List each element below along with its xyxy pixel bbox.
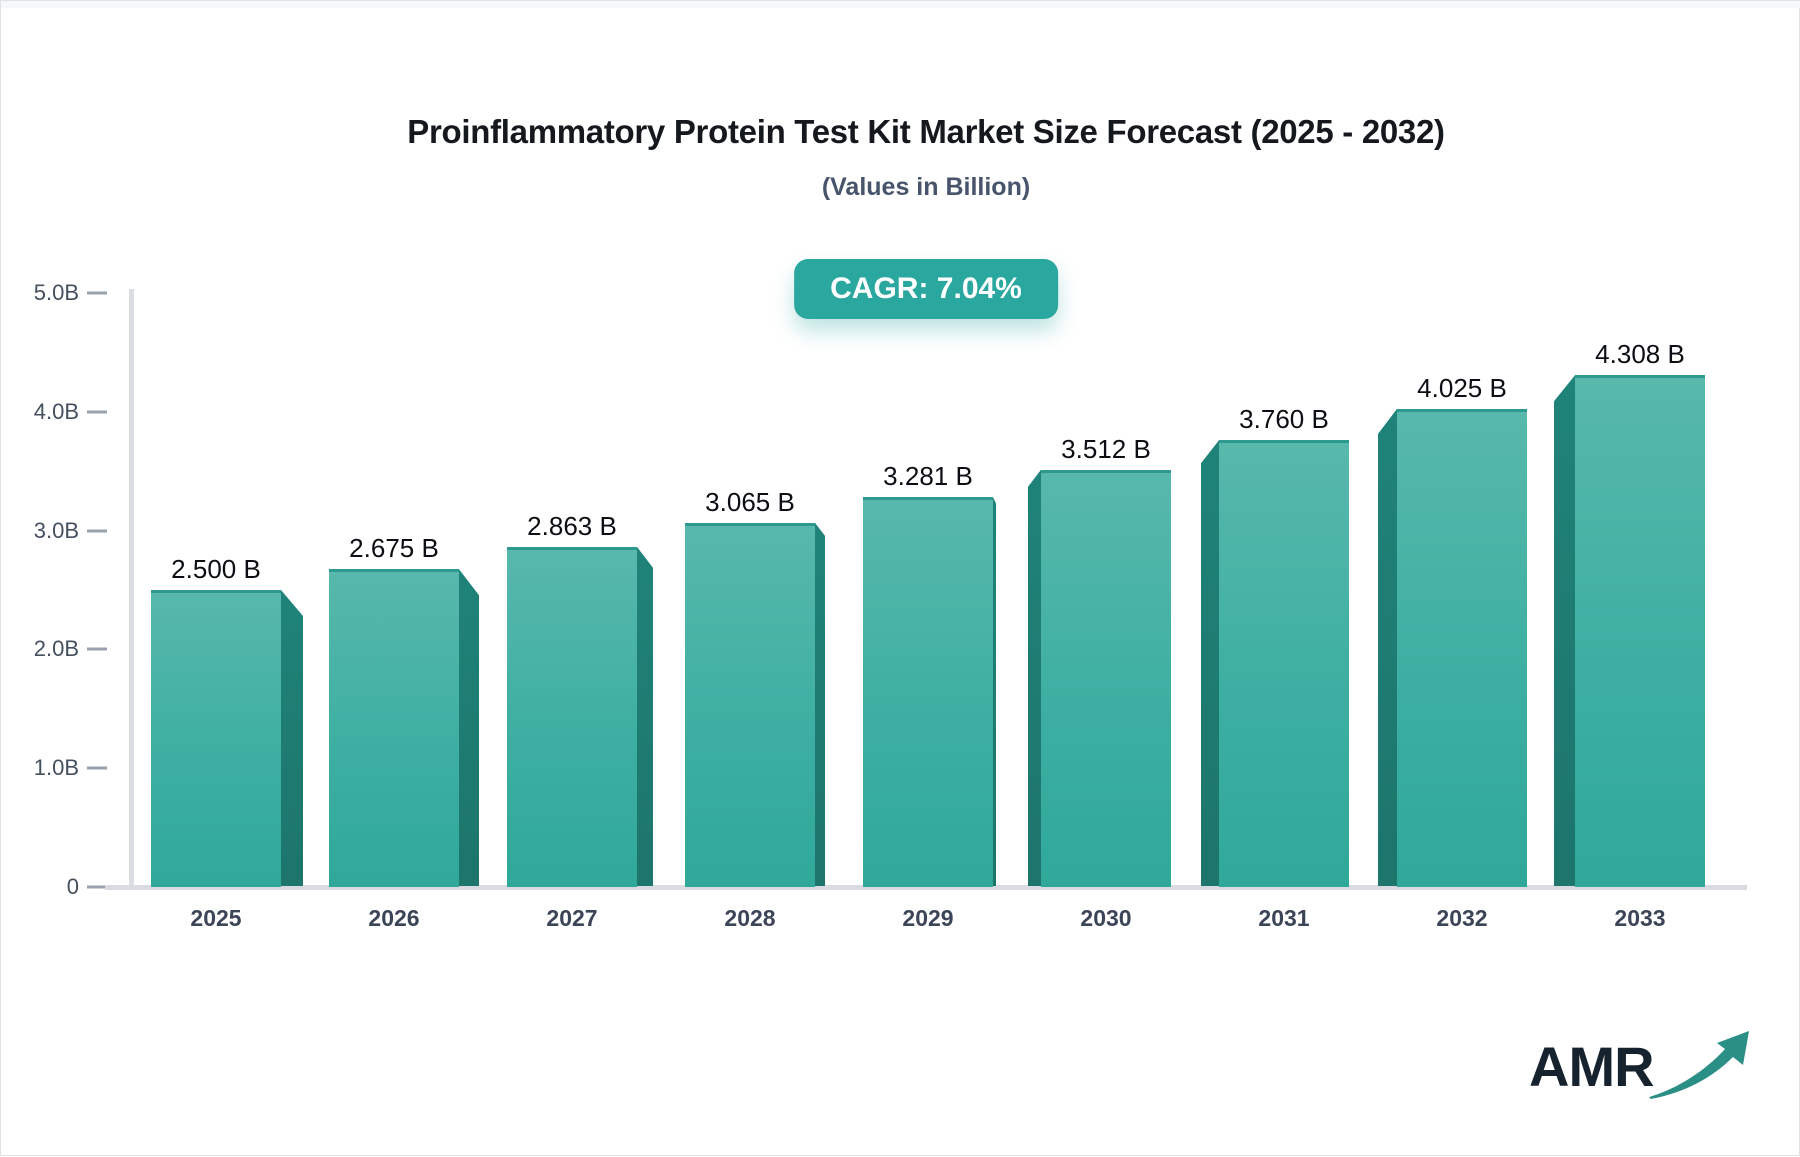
bar — [1397, 408, 1527, 887]
x-axis-category-label: 2030 — [1080, 905, 1132, 931]
bar — [1041, 469, 1171, 887]
y-axis-tick-label: 4.0B — [33, 398, 79, 424]
bar-3d-side — [637, 546, 653, 886]
y-axis-tick-label: 1.0B — [33, 755, 79, 781]
x-axis-category-label: 2033 — [1614, 905, 1666, 931]
bar-3d-side — [281, 590, 303, 886]
bar — [507, 546, 637, 887]
bar-value-label: 2.675 B — [349, 533, 439, 564]
x-axis-category-label: 2026 — [368, 905, 420, 931]
x-axis-category-label: 2027 — [546, 905, 598, 931]
x-axis-category-label: 2032 — [1436, 905, 1488, 931]
bar-value-label: 3.760 B — [1239, 404, 1329, 435]
bar-3d-side — [1201, 440, 1219, 886]
bar-value-label: 3.512 B — [1061, 433, 1151, 464]
y-axis-tick-label: 0 — [66, 874, 79, 899]
bar — [1219, 440, 1349, 887]
bar — [1575, 375, 1705, 887]
x-axis-category-label: 2031 — [1258, 905, 1310, 931]
x-axis-category-label: 2029 — [902, 905, 954, 931]
y-axis-tick — [87, 766, 107, 770]
chart-subtitle: (Values in Billion) — [821, 173, 1031, 201]
y-axis-tick — [87, 647, 107, 651]
bar-value-label: 3.065 B — [705, 486, 795, 517]
bar-3d-side — [1378, 408, 1397, 886]
bar — [151, 590, 281, 887]
x-axis-line — [105, 885, 1747, 890]
bar — [863, 497, 993, 887]
chart-header: Proinflammatory Protein Test Kit Market … — [51, 1, 1800, 202]
bar-value-label: 2.500 B — [171, 554, 261, 584]
cagr-badge: CAGR: 7.04% — [794, 259, 1058, 319]
bar-3d-side — [1554, 375, 1575, 886]
amr-logo-text: AMR — [1529, 1035, 1655, 1098]
y-axis-tick-label: 5.0B — [33, 280, 79, 305]
bar-value-label: 2.863 B — [527, 510, 617, 541]
page-top-band — [1, 1, 1800, 8]
bar-value-label: 4.308 B — [1595, 339, 1685, 370]
bar — [329, 569, 459, 887]
y-axis-tick — [87, 410, 107, 414]
y-axis-line — [129, 289, 134, 889]
y-axis-tick — [87, 291, 107, 295]
x-axis-category-label: 2025 — [190, 905, 242, 931]
bar — [685, 522, 815, 887]
y-axis-tick-label: 2.0B — [33, 636, 79, 662]
amr-logo: AMR — [1529, 1031, 1749, 1111]
y-axis-tick-label: 3.0B — [33, 517, 79, 543]
bar-value-label: 4.025 B — [1417, 372, 1507, 403]
bar-3d-side — [815, 522, 825, 886]
bar-3d-side — [459, 569, 479, 886]
bar-3d-side — [993, 497, 996, 886]
chart-title: Proinflammatory Protein Test Kit Market … — [407, 113, 1445, 150]
trend-up-arrow-icon — [1649, 1031, 1749, 1099]
bar-value-label: 3.281 B — [883, 461, 973, 492]
bar-3d-side — [1028, 469, 1041, 886]
y-axis-tick — [87, 529, 107, 533]
x-axis-category-label: 2028 — [724, 905, 776, 931]
y-axis-tick — [87, 885, 107, 889]
